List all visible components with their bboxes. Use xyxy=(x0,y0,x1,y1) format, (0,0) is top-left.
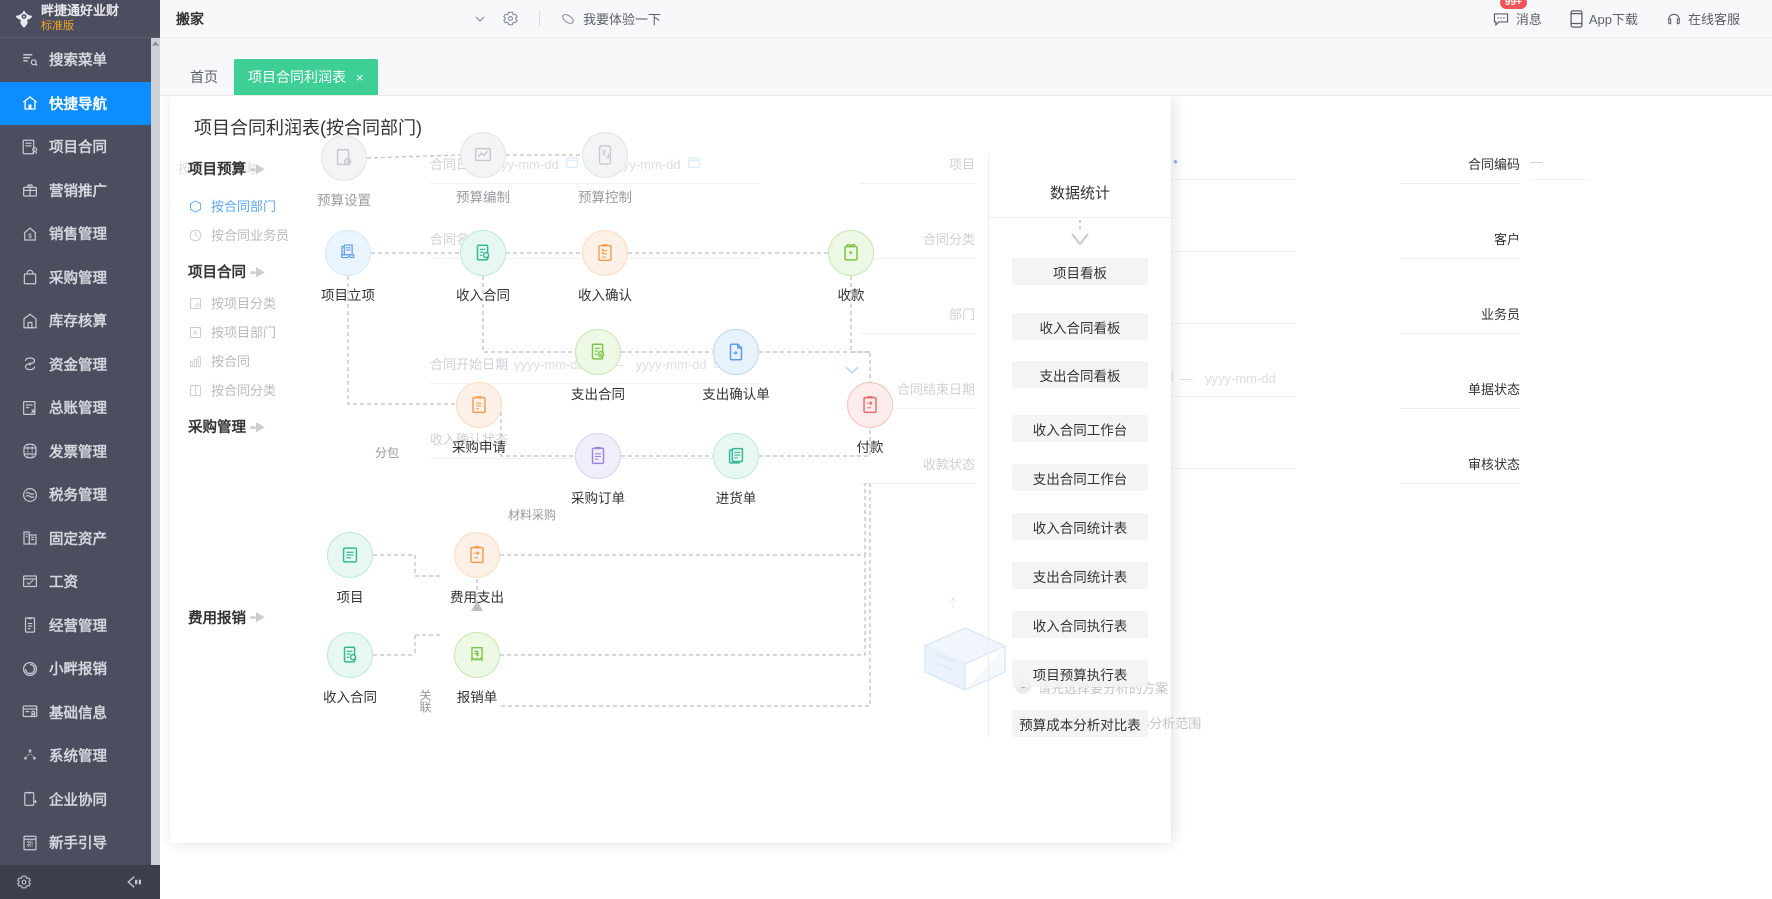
svg-text:新: 新 xyxy=(27,839,34,848)
svg-text:$: $ xyxy=(28,234,32,240)
